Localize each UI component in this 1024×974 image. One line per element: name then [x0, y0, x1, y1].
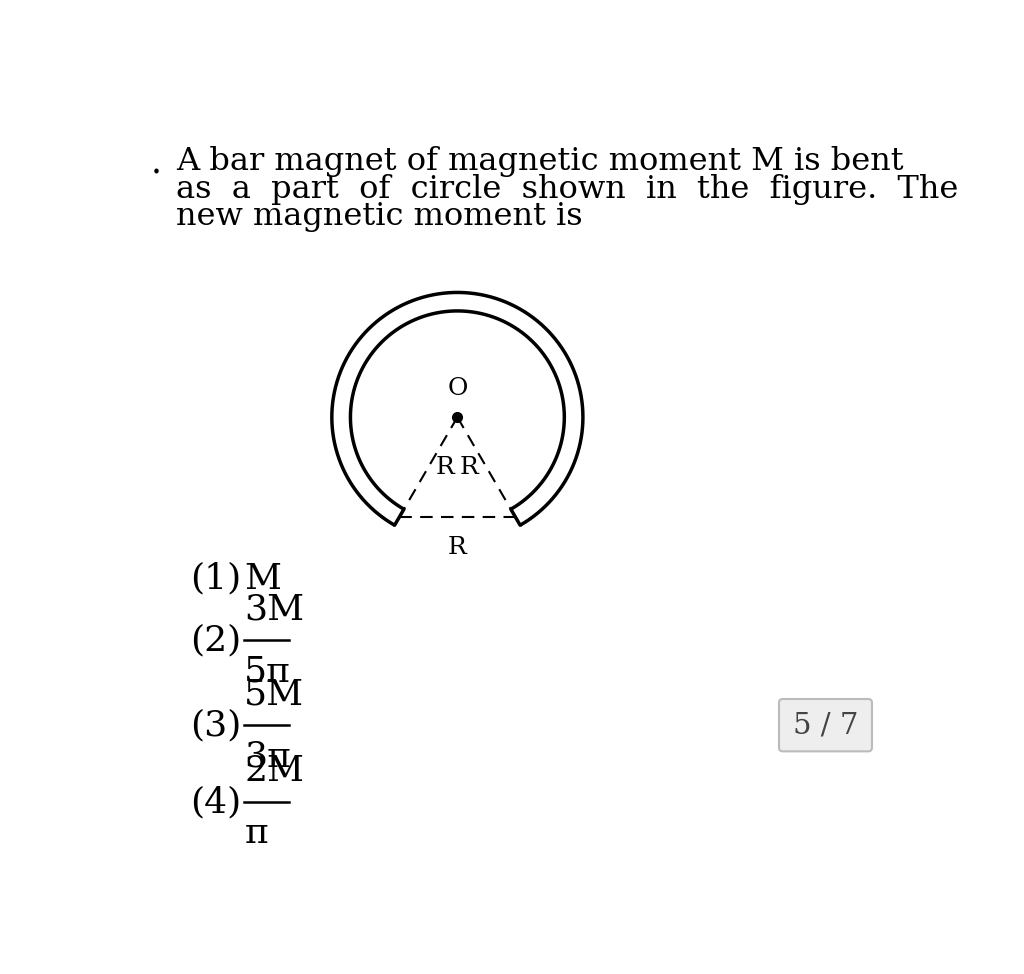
Text: π: π — [245, 816, 268, 850]
Text: 5 / 7: 5 / 7 — [793, 711, 858, 739]
Text: R: R — [449, 536, 467, 559]
Text: M: M — [245, 562, 282, 596]
Text: (4): (4) — [190, 785, 242, 819]
Text: 2M: 2M — [245, 754, 304, 788]
Text: 5π: 5π — [245, 655, 291, 689]
Text: R: R — [436, 456, 455, 478]
Text: (2): (2) — [190, 623, 242, 657]
Text: .: . — [152, 146, 162, 180]
Text: R: R — [460, 456, 479, 478]
Text: O: O — [447, 377, 468, 400]
Text: as  a  part  of  circle  shown  in  the  figure.  The: as a part of circle shown in the figure.… — [176, 173, 958, 205]
Text: A bar magnet of magnetic moment M is bent: A bar magnet of magnetic moment M is ben… — [176, 146, 903, 177]
Text: 3π: 3π — [245, 739, 291, 773]
Text: 5M: 5M — [245, 677, 304, 711]
FancyBboxPatch shape — [779, 699, 872, 751]
Text: 3M: 3M — [245, 592, 304, 626]
Text: (1): (1) — [190, 562, 242, 596]
Text: new magnetic moment is: new magnetic moment is — [176, 201, 583, 232]
Text: (3): (3) — [190, 708, 242, 742]
